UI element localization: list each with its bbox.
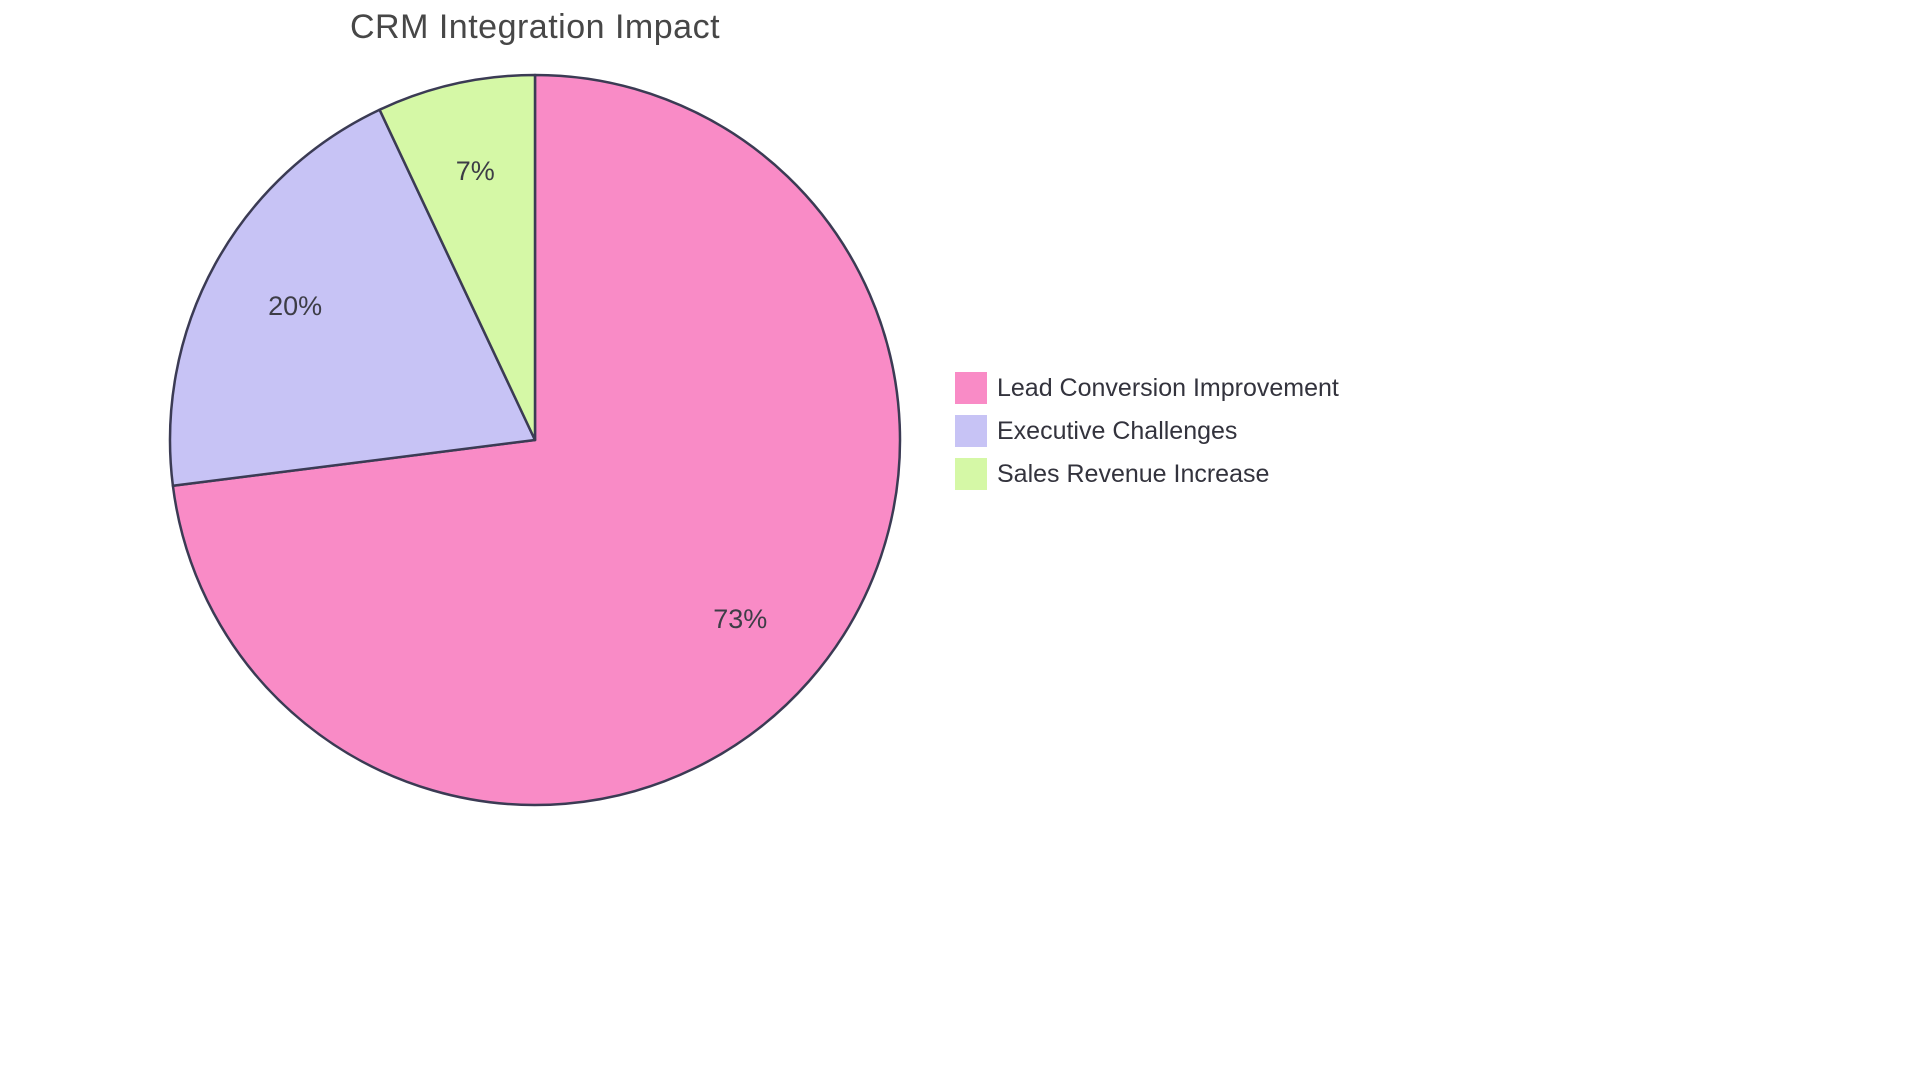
legend-swatch: [955, 415, 987, 447]
pie-slice: [171, 73, 902, 807]
pie-slice: [378, 73, 537, 442]
legend-item: Lead Conversion Improvement: [955, 372, 1339, 404]
legend-label: Lead Conversion Improvement: [997, 373, 1339, 402]
slice-percent-label: 7%: [456, 156, 495, 186]
legend-item: Sales Revenue Increase: [955, 458, 1339, 490]
legend-swatch: [955, 458, 987, 490]
slice-percent-label: 20%: [268, 291, 322, 321]
chart-title: CRM Integration Impact: [349, 8, 721, 46]
legend-swatch: [955, 372, 987, 404]
slice-percent-label: 73%: [713, 604, 767, 634]
legend: Lead Conversion Improvement Executive Cha…: [955, 372, 1339, 501]
pie-slice: [168, 108, 537, 487]
legend-label: Sales Revenue Increase: [997, 459, 1270, 488]
legend-label: Executive Challenges: [997, 416, 1238, 445]
legend-item: Executive Challenges: [955, 415, 1339, 447]
